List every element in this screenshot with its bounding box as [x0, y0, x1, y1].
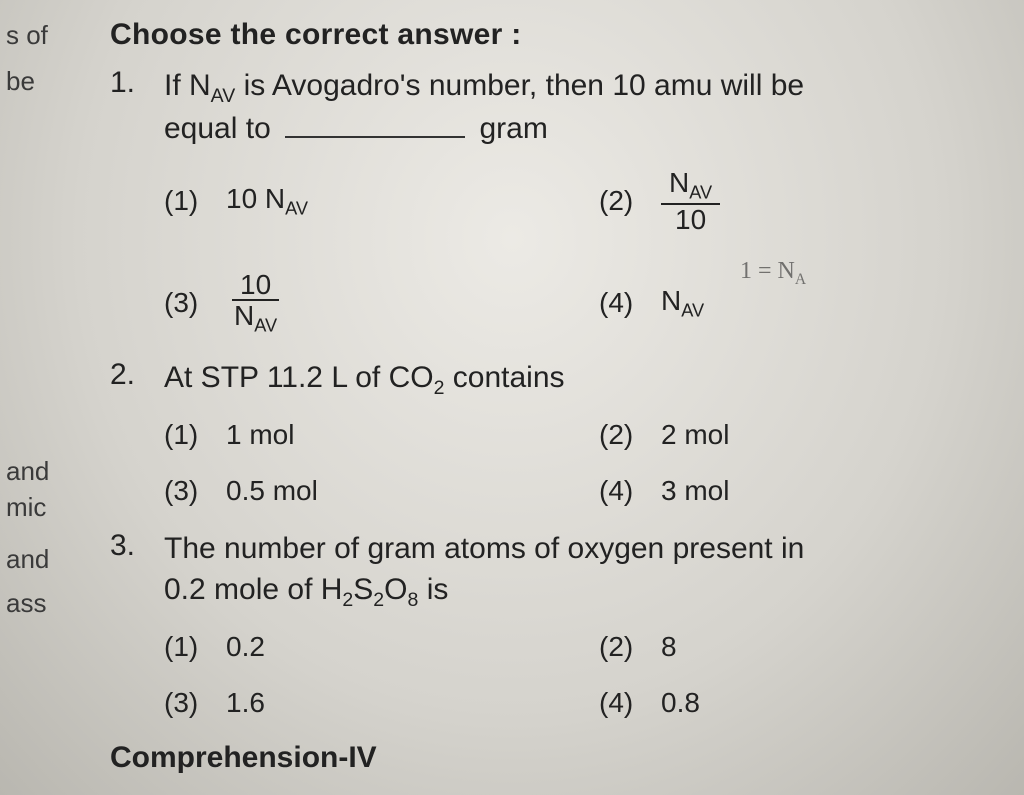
option-4[interactable]: (4) 0.8	[599, 687, 994, 719]
text: The number of gram atoms of oxygen prese…	[164, 532, 804, 565]
margin-text: and	[6, 456, 49, 487]
text: is	[418, 573, 448, 606]
text: 10 N	[226, 183, 285, 214]
option-value: 3 mol	[661, 475, 729, 507]
text: S	[353, 573, 373, 606]
comprehension-heading: Comprehension-IV	[110, 741, 994, 775]
option-key: (4)	[599, 475, 649, 507]
option-key: (2)	[599, 185, 649, 217]
option-value: 10 NAV	[226, 183, 308, 220]
margin-text: s of	[6, 20, 48, 51]
margin-text: mic	[6, 492, 46, 523]
text: gram	[479, 112, 547, 145]
text: N	[234, 300, 254, 331]
fill-blank	[285, 109, 465, 138]
option-3[interactable]: (3) 0.5 mol	[164, 475, 559, 507]
option-1[interactable]: (1) 10 NAV	[164, 168, 559, 234]
subscript: AV	[254, 316, 277, 336]
text: equal to	[164, 112, 271, 145]
question-text: If NAV is Avogadro's number, then 10 amu…	[164, 66, 994, 150]
option-value: 1 mol	[226, 419, 294, 451]
option-key: (1)	[164, 185, 214, 217]
section-heading: Choose the correct answer :	[110, 18, 994, 52]
option-key: (2)	[599, 631, 649, 663]
question-1: 1. If NAV is Avogadro's number, then 10 …	[110, 66, 994, 150]
text: N	[669, 167, 689, 198]
subscript: AV	[285, 198, 308, 218]
fraction: 10 NAV	[226, 270, 285, 336]
text: contains	[444, 361, 564, 394]
subscript: AV	[211, 85, 236, 107]
option-key: (3)	[164, 687, 214, 719]
question-number: 2.	[110, 358, 164, 392]
options-q2: (1) 1 mol (2) 2 mol (3) 0.5 mol (4) 3 mo…	[164, 419, 994, 507]
option-key: (1)	[164, 631, 214, 663]
subscript: 8	[408, 589, 419, 611]
option-value: 0.2	[226, 631, 265, 663]
option-1[interactable]: (1) 0.2	[164, 631, 559, 663]
option-2[interactable]: (2) 8	[599, 631, 994, 663]
option-2[interactable]: (2) NAV 10	[599, 168, 994, 234]
question-3: 3. The number of gram atoms of oxygen pr…	[110, 529, 994, 613]
option-key: (3)	[164, 287, 214, 319]
option-key: (4)	[599, 287, 649, 319]
question-number: 3.	[110, 529, 164, 563]
margin-text: and	[6, 544, 49, 575]
option-value: 0.5 mol	[226, 475, 318, 507]
option-2[interactable]: (2) 2 mol	[599, 419, 994, 451]
option-4[interactable]: (4) NAV	[599, 270, 994, 336]
question-text: The number of gram atoms of oxygen prese…	[164, 529, 994, 613]
text: O	[384, 573, 407, 606]
option-key: (1)	[164, 419, 214, 451]
subscript: 2	[342, 589, 353, 611]
text: At STP 11.2 L of CO	[164, 361, 434, 394]
option-key: (2)	[599, 419, 649, 451]
text: If N	[164, 69, 211, 102]
subscript: AV	[681, 300, 704, 320]
option-value: NAV	[661, 285, 704, 322]
text: 0.2 mole of H	[164, 573, 342, 606]
option-key: (3)	[164, 475, 214, 507]
question-text: At STP 11.2 L of CO2 contains	[164, 358, 994, 401]
option-3[interactable]: (3) 1.6	[164, 687, 559, 719]
page-root: s of be and mic and ass Choose the corre…	[0, 0, 1024, 795]
fraction-denominator: 10	[667, 205, 714, 234]
option-3[interactable]: (3) 10 NAV	[164, 270, 559, 336]
option-key: (4)	[599, 687, 649, 719]
text: N	[661, 285, 681, 316]
text: is Avogadro's number, then 10 amu will b…	[235, 69, 804, 102]
subscript: AV	[689, 182, 712, 202]
option-value: 0.8	[661, 687, 700, 719]
option-value: 2 mol	[661, 419, 729, 451]
margin-text: ass	[6, 588, 46, 619]
option-4[interactable]: (4) 3 mol	[599, 475, 994, 507]
fraction-denominator: NAV	[226, 301, 285, 336]
fraction: NAV 10	[661, 168, 720, 234]
margin-column: s of be and mic and ass	[0, 0, 88, 795]
options-q1: (1) 10 NAV (2) NAV 10 (3) 10 NAV	[164, 168, 994, 336]
margin-text: be	[6, 66, 35, 97]
subscript: 2	[373, 589, 384, 611]
option-value: 8	[661, 631, 677, 663]
question-2: 2. At STP 11.2 L of CO2 contains	[110, 358, 994, 401]
question-number: 1.	[110, 66, 164, 100]
options-q3: (1) 0.2 (2) 8 (3) 1.6 (4) 0.8	[164, 631, 994, 719]
subscript: 2	[434, 377, 445, 399]
fraction-numerator: NAV	[661, 168, 720, 205]
option-1[interactable]: (1) 1 mol	[164, 419, 559, 451]
option-value: 1.6	[226, 687, 265, 719]
fraction-numerator: 10	[232, 270, 279, 301]
